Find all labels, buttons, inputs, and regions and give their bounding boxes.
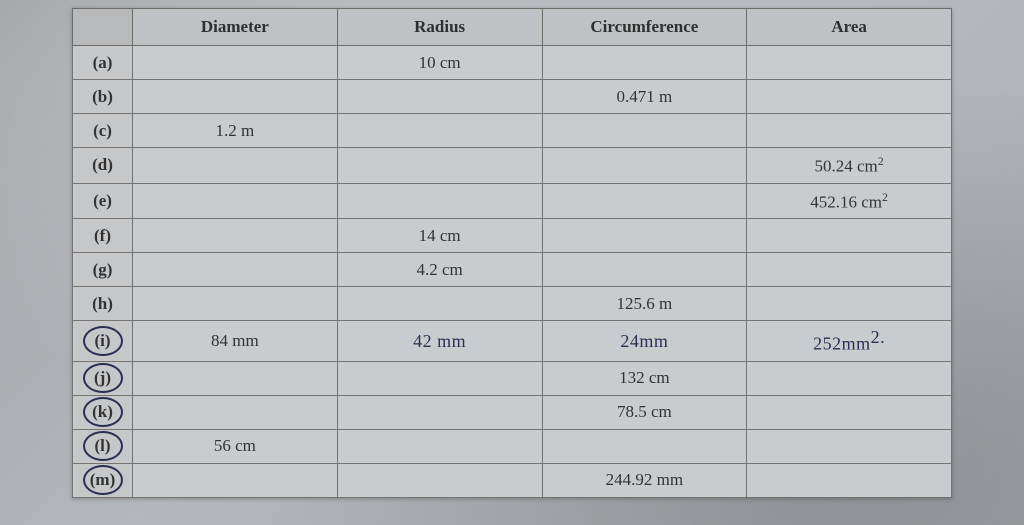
cell-g-area [747, 253, 952, 287]
row-label-a: (a) [73, 46, 133, 80]
cell-h-diameter [133, 287, 338, 321]
row-label-text: (l) [94, 436, 110, 455]
cell-f-circumference [542, 219, 747, 253]
cell-f-area [747, 219, 952, 253]
cell-i-diameter: 84 mm [133, 321, 338, 362]
area-value: 452.16 cm [810, 192, 882, 211]
area-value: 50.24 cm [815, 157, 878, 176]
cell-d-radius [337, 148, 542, 184]
table-row: (c) 1.2 m [73, 114, 952, 148]
cell-a-circumference [542, 46, 747, 80]
row-label-k: (k) [73, 395, 133, 429]
table-row: (g) 4.2 cm [73, 253, 952, 287]
row-label-h: (h) [73, 287, 133, 321]
cell-m-radius [337, 463, 542, 497]
cell-l-diameter: 56 cm [133, 429, 338, 463]
cell-b-radius [337, 80, 542, 114]
table-row: (e) 452.16 cm2 [73, 183, 952, 219]
cell-i-radius: 42 mm [337, 321, 542, 362]
cell-b-area [747, 80, 952, 114]
table-row: (j) 132 cm [73, 361, 952, 395]
row-label-g: (g) [73, 253, 133, 287]
table-row: (m) 244.92 mm [73, 463, 952, 497]
row-label-text: (i) [94, 331, 110, 350]
cell-e-circumference [542, 183, 747, 219]
cell-e-area: 452.16 cm2 [747, 183, 952, 219]
cell-b-circumference: 0.471 m [542, 80, 747, 114]
cell-c-area [747, 114, 952, 148]
row-label-f: (f) [73, 219, 133, 253]
row-label-text: (j) [94, 368, 111, 387]
row-label-text: (m) [90, 470, 115, 489]
cell-m-diameter [133, 463, 338, 497]
row-label-m: (m) [73, 463, 133, 497]
cell-j-radius [337, 361, 542, 395]
circle-measurements-table: Diameter Radius Circumference Area (a) 1… [72, 8, 952, 498]
cell-m-area [747, 463, 952, 497]
cell-h-radius [337, 287, 542, 321]
area-sup: 2 [882, 190, 888, 204]
header-row: Diameter Radius Circumference Area [73, 9, 952, 46]
cell-g-circumference [542, 253, 747, 287]
header-blank [73, 9, 133, 46]
cell-c-circumference [542, 114, 747, 148]
cell-h-circumference: 125.6 m [542, 287, 747, 321]
row-label-d: (d) [73, 148, 133, 184]
header-radius: Radius [337, 9, 542, 46]
handwritten-radius: 42 mm [413, 331, 466, 351]
cell-g-radius: 4.2 cm [337, 253, 542, 287]
row-label-c: (c) [73, 114, 133, 148]
table-row: (a) 10 cm [73, 46, 952, 80]
handwritten-area: 252mm [813, 334, 871, 354]
cell-m-circumference: 244.92 mm [542, 463, 747, 497]
cell-k-radius [337, 395, 542, 429]
row-label-i: (i) [73, 321, 133, 362]
cell-l-area [747, 429, 952, 463]
cell-l-radius [337, 429, 542, 463]
table-row: (f) 14 cm [73, 219, 952, 253]
cell-c-radius [337, 114, 542, 148]
table-row: (h) 125.6 m [73, 287, 952, 321]
table-row: (d) 50.24 cm2 [73, 148, 952, 184]
cell-j-diameter [133, 361, 338, 395]
row-label-b: (b) [73, 80, 133, 114]
cell-a-diameter [133, 46, 338, 80]
handwritten-circumference: 24mm [620, 331, 668, 351]
cell-k-circumference: 78.5 cm [542, 395, 747, 429]
row-label-j: (j) [73, 361, 133, 395]
cell-j-circumference: 132 cm [542, 361, 747, 395]
table-row: (l) 56 cm [73, 429, 952, 463]
row-label-e: (e) [73, 183, 133, 219]
cell-g-diameter [133, 253, 338, 287]
cell-j-area [747, 361, 952, 395]
cell-d-area: 50.24 cm2 [747, 148, 952, 184]
cell-d-diameter [133, 148, 338, 184]
cell-i-circumference: 24mm [542, 321, 747, 362]
header-area: Area [747, 9, 952, 46]
table-row: (k) 78.5 cm [73, 395, 952, 429]
cell-l-circumference [542, 429, 747, 463]
header-diameter: Diameter [133, 9, 338, 46]
cell-c-diameter: 1.2 m [133, 114, 338, 148]
row-label-text: (k) [92, 402, 113, 421]
cell-e-diameter [133, 183, 338, 219]
row-label-l: (l) [73, 429, 133, 463]
cell-k-diameter [133, 395, 338, 429]
cell-i-area: 252mm2. [747, 321, 952, 362]
worksheet-table-container: Diameter Radius Circumference Area (a) 1… [72, 8, 952, 498]
table-row: (b) 0.471 m [73, 80, 952, 114]
cell-e-radius [337, 183, 542, 219]
cell-d-circumference [542, 148, 747, 184]
cell-a-radius: 10 cm [337, 46, 542, 80]
cell-k-area [747, 395, 952, 429]
cell-h-area [747, 287, 952, 321]
cell-f-radius: 14 cm [337, 219, 542, 253]
table-row: (i) 84 mm 42 mm 24mm 252mm2. [73, 321, 952, 362]
cell-f-diameter [133, 219, 338, 253]
handwritten-area-sup: 2. [871, 327, 886, 347]
cell-b-diameter [133, 80, 338, 114]
header-circumference: Circumference [542, 9, 747, 46]
area-sup: 2 [878, 154, 884, 168]
cell-a-area [747, 46, 952, 80]
